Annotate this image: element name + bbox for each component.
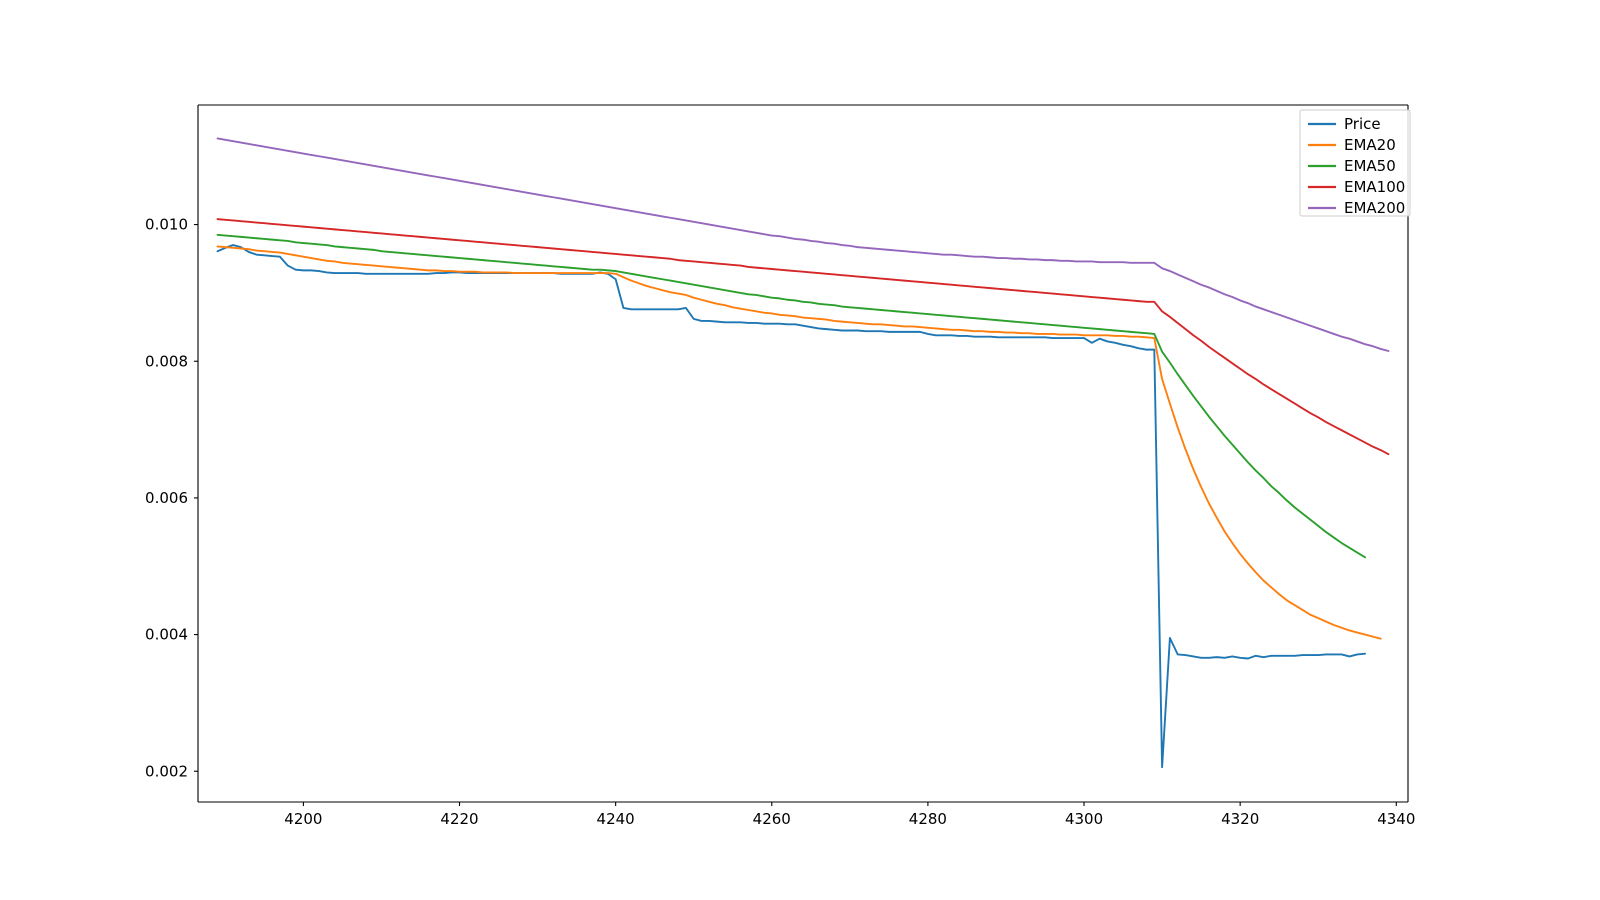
x-tick-label: 4300 bbox=[1065, 810, 1103, 828]
y-axis-ticks: 0.002 0.004 0.006 0.008 0.010 bbox=[145, 216, 198, 780]
x-axis-ticks: 4200 4220 4240 4260 4280 4300 4320 4340 bbox=[284, 802, 1415, 828]
series-line-ema20 bbox=[216, 245, 1382, 640]
y-tick-label: 0.006 bbox=[145, 489, 188, 507]
legend-label-ema20: EMA20 bbox=[1344, 136, 1396, 154]
y-tick-label: 0.002 bbox=[145, 762, 188, 780]
legend-label-ema50: EMA50 bbox=[1344, 157, 1396, 175]
series-line-price bbox=[216, 244, 1367, 769]
series-line-ema200 bbox=[216, 137, 1390, 352]
legend-label-ema200: EMA200 bbox=[1344, 199, 1405, 217]
series-group bbox=[216, 137, 1390, 769]
y-tick-label: 0.008 bbox=[145, 352, 188, 370]
x-tick-label: 4200 bbox=[284, 810, 322, 828]
series-line-ema50 bbox=[216, 233, 1367, 559]
axes-spines bbox=[197, 104, 1409, 803]
x-tick-label: 4260 bbox=[753, 810, 791, 828]
legend-label-ema100: EMA100 bbox=[1344, 178, 1405, 196]
y-tick-label: 0.010 bbox=[145, 216, 188, 234]
x-tick-label: 4220 bbox=[440, 810, 478, 828]
x-tick-label: 4340 bbox=[1377, 810, 1415, 828]
y-tick-label: 0.004 bbox=[145, 626, 188, 644]
axes-background bbox=[198, 105, 1408, 802]
chart-legend[interactable]: Price EMA20 EMA50 EMA100 EMA200 bbox=[1299, 109, 1411, 217]
legend-box bbox=[1299, 109, 1411, 217]
x-tick-label: 4240 bbox=[597, 810, 635, 828]
x-tick-label: 4320 bbox=[1221, 810, 1259, 828]
x-tick-label: 4280 bbox=[909, 810, 947, 828]
series-line-ema100 bbox=[216, 218, 1390, 456]
legend-label-price: Price bbox=[1344, 115, 1381, 133]
